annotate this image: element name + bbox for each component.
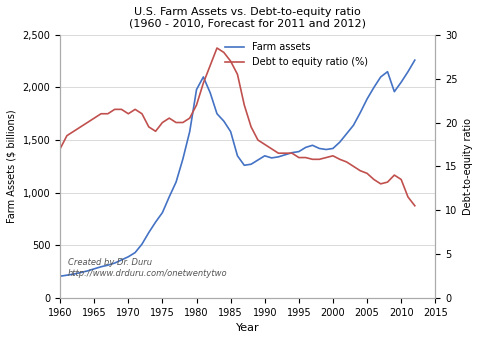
Farm assets [371,85,377,89]
Line: Farm assets: Farm assets [60,60,415,276]
Title: U.S. Farm Assets vs. Debt-to-equity ratio
(1960 - 2010, Forecast for 2011 and 20: U.S. Farm Assets vs. Debt-to-equity rati… [129,7,366,29]
Debt to equity ratio (%) [276,151,281,155]
Debt to equity ratio (%) [153,129,158,133]
Legend: Farm assets, Debt to equity ratio (%): Farm assets, Debt to equity ratio (%) [225,42,368,67]
Debt to equity ratio (%) [269,147,275,151]
Debt to equity ratio (%) [214,46,220,50]
Farm assets [262,154,268,158]
Farm assets [412,58,418,62]
Text: Created by Dr. Duru
http://www.drduru.com/onetwentytwo: Created by Dr. Duru http://www.drduru.co… [68,258,227,278]
Line: Debt to equity ratio (%): Debt to equity ratio (%) [60,48,415,206]
Farm assets [153,220,158,224]
Debt to equity ratio (%) [289,151,295,155]
Y-axis label: Farm Assets ($ billions): Farm Assets ($ billions) [7,109,17,223]
Farm assets [57,274,63,278]
Farm assets [269,156,275,160]
Farm assets [282,153,288,157]
Farm assets [330,147,336,151]
Y-axis label: Debt-to-equity ratio: Debt-to-equity ratio [463,118,473,215]
X-axis label: Year: Year [236,323,260,333]
Debt to equity ratio (%) [412,204,418,208]
Debt to equity ratio (%) [337,157,343,162]
Debt to equity ratio (%) [57,147,63,151]
Debt to equity ratio (%) [378,182,384,186]
